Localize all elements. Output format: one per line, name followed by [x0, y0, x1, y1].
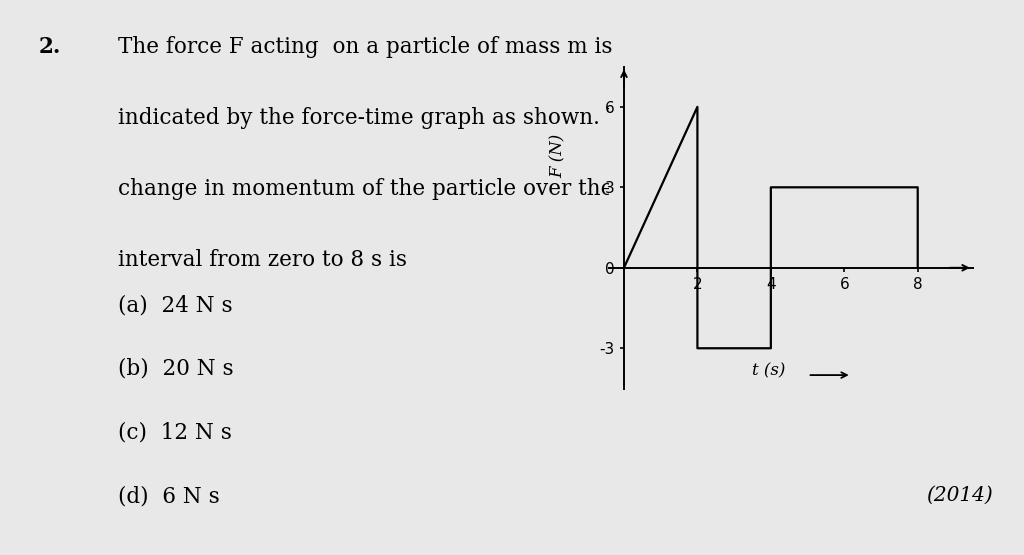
Text: 2.: 2.	[39, 36, 61, 58]
Text: indicated by the force-time graph as shown. The: indicated by the force-time graph as sho…	[118, 107, 647, 129]
Text: (d)  6 N s: (d) 6 N s	[118, 486, 219, 508]
Text: F (N): F (N)	[549, 134, 566, 178]
Text: (2014): (2014)	[927, 486, 993, 504]
Text: t (s): t (s)	[753, 362, 785, 379]
Text: change in momentum of the particle over the time: change in momentum of the particle over …	[118, 178, 669, 200]
Text: (c)  12 N s: (c) 12 N s	[118, 422, 231, 444]
Text: (b)  20 N s: (b) 20 N s	[118, 358, 233, 380]
Text: interval from zero to 8 s is: interval from zero to 8 s is	[118, 249, 407, 271]
Text: The force F acting  on a particle of mass m is: The force F acting on a particle of mass…	[118, 36, 612, 58]
Text: (a)  24 N s: (a) 24 N s	[118, 294, 232, 316]
